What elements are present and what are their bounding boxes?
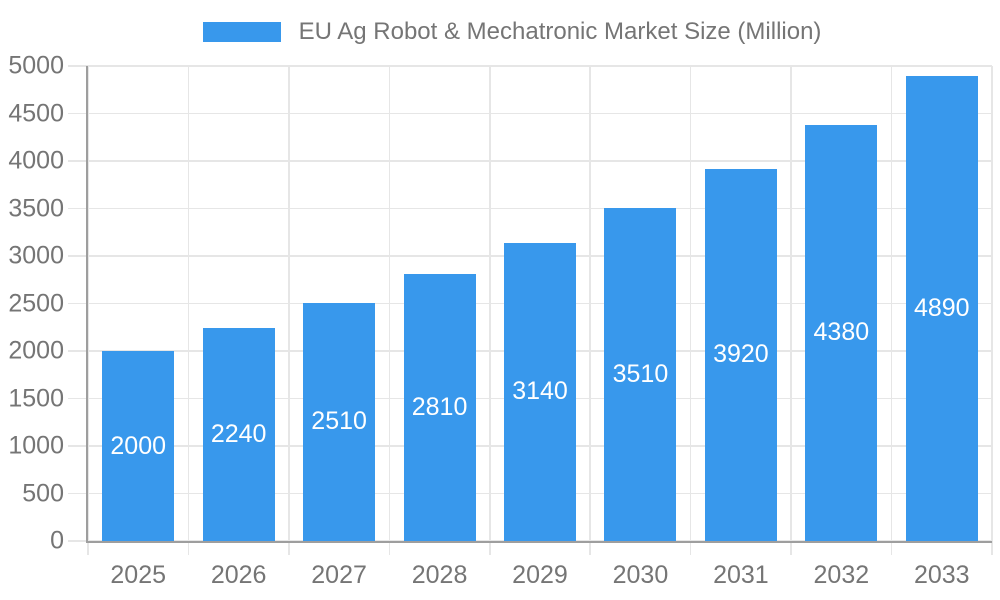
y-tick-label: 5000 xyxy=(8,51,64,80)
bar: 2000 xyxy=(102,351,175,541)
bar: 2510 xyxy=(303,302,376,541)
y-tick-label: 4500 xyxy=(8,99,64,127)
bar: 4380 xyxy=(805,124,878,541)
x-tick-label: 2031 xyxy=(713,561,769,589)
v-gridline xyxy=(288,66,290,555)
y-tick-label: 2500 xyxy=(8,289,64,317)
legend-swatch xyxy=(202,22,281,42)
bar-value-label: 2240 xyxy=(210,420,267,449)
bar: 3510 xyxy=(604,207,677,541)
h-gridline xyxy=(68,160,992,162)
bar-value-label: 4380 xyxy=(813,318,870,347)
v-gridline xyxy=(689,66,692,555)
bar-value-label: 2000 xyxy=(110,431,167,460)
x-tick-label: 2027 xyxy=(311,561,367,589)
bar: 3920 xyxy=(704,168,777,541)
y-tick-label: 500 xyxy=(22,479,64,507)
bar-value-label: 3510 xyxy=(612,359,669,388)
legend-label: EU Ag Robot & Mechatronic Market Size (M… xyxy=(298,18,822,45)
y-tick-label: 0 xyxy=(50,526,64,555)
y-tick-label: 1000 xyxy=(8,431,64,460)
y-axis: 0 500 1000 1500 2000 2500 3000 3500 4000 4500 5000 xyxy=(0,52,64,555)
y-tick-label: 3000 xyxy=(8,241,64,270)
y-axis-line xyxy=(86,66,88,543)
v-gridline xyxy=(87,66,89,555)
v-gridline xyxy=(187,66,190,555)
bar-value-label: 2510 xyxy=(311,407,367,436)
x-tick-label: 2028 xyxy=(411,561,468,589)
x-tick-label: 2025 xyxy=(110,561,167,589)
v-gridline xyxy=(890,66,893,555)
x-axis: 2025 2026 2027 2028 2029 2030 2031 2032 2033 xyxy=(88,541,992,591)
bar: 4890 xyxy=(905,76,978,541)
h-gridline xyxy=(68,112,992,115)
h-gridline xyxy=(68,207,992,210)
y-tick-label: 1500 xyxy=(8,384,64,412)
x-tick-label: 2032 xyxy=(813,561,870,589)
bar-value-label: 3920 xyxy=(713,340,769,369)
v-gridline xyxy=(589,66,591,555)
v-gridline xyxy=(790,66,792,555)
bar-value-label: 3140 xyxy=(512,377,568,406)
y-tick-label: 2000 xyxy=(8,336,64,365)
bar: 2810 xyxy=(403,274,476,541)
bar: 2240 xyxy=(202,328,275,541)
v-gridline xyxy=(388,66,391,555)
x-tick-label: 2029 xyxy=(512,561,568,589)
x-axis-line xyxy=(86,541,992,543)
chart-legend: EU Ag Robot & Mechatronic Market Size (M… xyxy=(0,18,1000,46)
h-gridline xyxy=(68,65,992,67)
v-gridline xyxy=(991,66,993,555)
bar-value-label: 4890 xyxy=(913,294,970,323)
plot-area: 2000 2240 2510 2810 3140 3510 3920 4380 4890 xyxy=(68,65,993,555)
x-tick-label: 2026 xyxy=(210,561,267,589)
x-tick-label: 2033 xyxy=(913,561,970,589)
x-tick-label: 2030 xyxy=(612,561,669,589)
v-gridline xyxy=(489,66,491,555)
bar-value-label: 2810 xyxy=(411,393,468,422)
y-tick-label: 4000 xyxy=(8,146,64,175)
y-tick-label: 3500 xyxy=(8,194,64,222)
bar: 3140 xyxy=(504,242,576,541)
